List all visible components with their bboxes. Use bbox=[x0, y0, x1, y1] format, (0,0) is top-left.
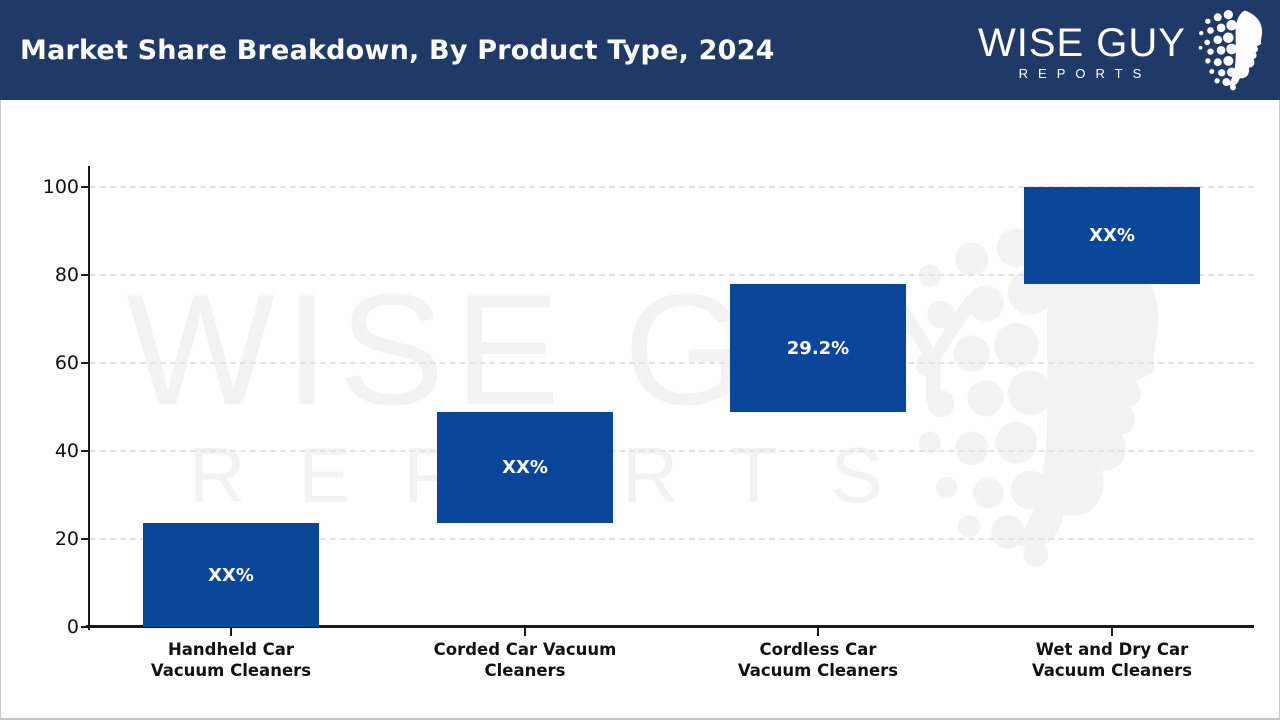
y-axis-tick bbox=[81, 450, 89, 452]
y-axis-tick bbox=[81, 538, 89, 540]
y-axis-tick-label: 0 bbox=[66, 616, 79, 638]
x-axis-tick bbox=[524, 628, 526, 636]
chart-canvas: WISE GUY REPORTS 020406080100XX%Handheld… bbox=[0, 100, 1280, 720]
y-axis-tick-label: 60 bbox=[54, 352, 79, 374]
wise-guy-logo: WISE GUY REPORTS bbox=[978, 6, 1268, 96]
x-axis-tick bbox=[230, 628, 232, 636]
gridline-20 bbox=[90, 538, 1254, 540]
bar-value-label: 29.2% bbox=[786, 337, 850, 359]
page-title: Market Share Breakdown, By Product Type,… bbox=[20, 34, 775, 66]
plot: 0 20 40 60 80 100 XX% Handheld Car Vacuum Cleane… bbox=[1, 100, 1279, 718]
gridline-100 bbox=[90, 186, 1254, 188]
bar-4: XX% bbox=[1024, 187, 1200, 284]
x-axis-category-label: Wet and Dry Car Vacuum Cleaners bbox=[982, 639, 1242, 681]
category-label-line: Vacuum Cleaners bbox=[150, 661, 312, 680]
logo-wordmark: WISE GUY bbox=[977, 20, 1186, 65]
logo-subtitle: REPORTS bbox=[1018, 65, 1152, 81]
category-label-line: Wet and Dry Car bbox=[1035, 640, 1189, 659]
header: Market Share Breakdown, By Product Type,… bbox=[0, 0, 1280, 100]
x-axis-tick bbox=[1111, 628, 1113, 636]
category-label-line: Cordless Car bbox=[759, 640, 877, 659]
bar-value-label: XX% bbox=[502, 457, 548, 479]
y-axis-tick-label: 80 bbox=[54, 264, 79, 286]
y-axis-line bbox=[88, 166, 90, 630]
x-axis-category-label: Corded Car Vacuum Cleaners bbox=[395, 639, 655, 681]
y-axis-tick-label: 20 bbox=[54, 528, 79, 550]
y-axis-tick bbox=[81, 362, 89, 364]
category-label-line: Vacuum Cleaners bbox=[737, 661, 899, 680]
y-axis-tick bbox=[81, 186, 89, 188]
logo-text: WISE GUY REPORTS bbox=[978, 22, 1186, 81]
y-axis-tick-label: 100 bbox=[42, 176, 79, 198]
bar-value-label: XX% bbox=[208, 564, 254, 586]
gridline-40 bbox=[90, 450, 1254, 452]
bar-value-label: XX% bbox=[1089, 224, 1135, 246]
x-axis-line bbox=[86, 625, 1254, 628]
face-logo-icon bbox=[1198, 9, 1263, 91]
gridline-60 bbox=[90, 362, 1254, 364]
gridline-80 bbox=[90, 274, 1254, 276]
x-axis-category-label: Cordless Car Vacuum Cleaners bbox=[688, 639, 948, 681]
x-axis-tick bbox=[817, 628, 819, 636]
bar-2: XX% bbox=[437, 412, 613, 524]
y-axis-tick bbox=[81, 274, 89, 276]
y-axis-tick-label: 40 bbox=[54, 440, 79, 462]
category-label-line: Vacuum Cleaners bbox=[1031, 661, 1193, 680]
y-axis-tick bbox=[81, 626, 89, 628]
bar-1: XX% bbox=[143, 523, 319, 627]
x-axis-category-label: Handheld Car Vacuum Cleaners bbox=[101, 639, 361, 681]
bar-3: 29.2% bbox=[730, 283, 906, 413]
category-label-line: Corded Car Vacuum bbox=[433, 640, 617, 659]
category-label-line: Cleaners bbox=[484, 661, 566, 680]
category-label-line: Handheld Car bbox=[167, 640, 295, 659]
